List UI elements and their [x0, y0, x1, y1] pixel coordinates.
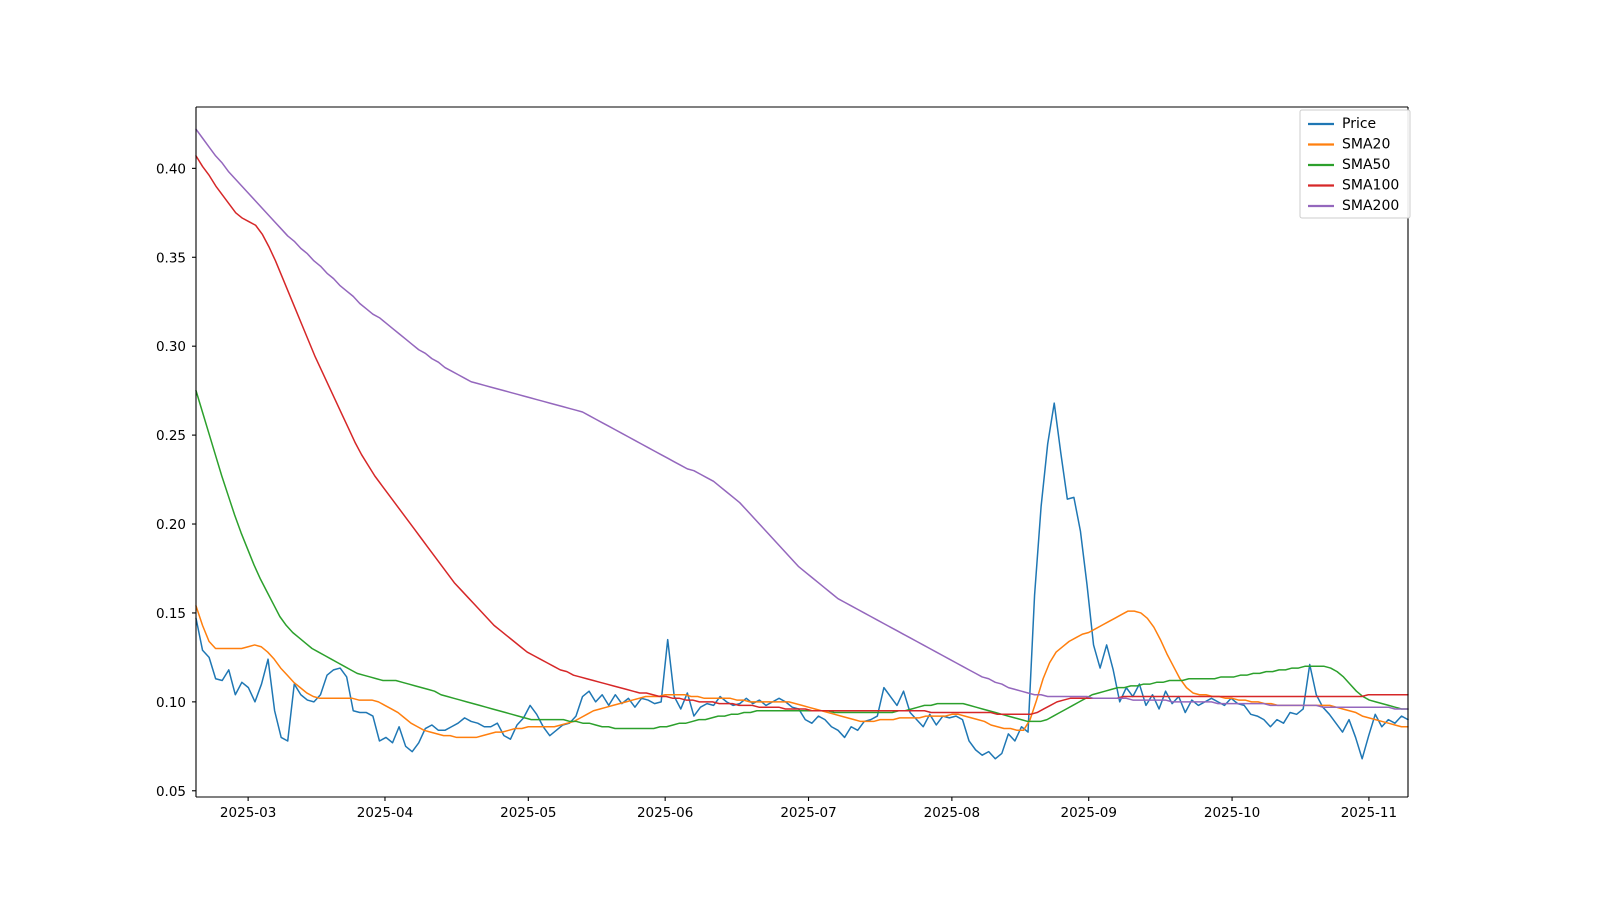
series-line-sma100	[195, 155, 1409, 716]
legend-box	[1299, 109, 1411, 219]
chart-legend[interactable]: Price SMA20 SMA50 SMA100 SMA200	[1299, 109, 1411, 219]
y-tick-label: 0.15	[156, 606, 186, 622]
x-tick-label: 2025-11	[1341, 805, 1397, 821]
series-line-sma50	[195, 389, 1409, 730]
x-axis-ticks: 2025-03 2025-04 2025-05 2025-06 2025-07 2025-…	[220, 797, 1397, 821]
x-tick-label: 2025-03	[220, 805, 276, 821]
y-tick-label: 0.05	[156, 784, 186, 800]
y-tick-label: 0.40	[156, 161, 186, 177]
axes-area: 0.05 0.10 0.15 0.20 0.25 0.30 0.35 0.40 2025-03…	[156, 106, 1411, 821]
legend-label-sma50: SMA50	[1342, 157, 1390, 173]
legend-label-sma20: SMA20	[1342, 137, 1390, 153]
axes-spines	[195, 106, 1409, 798]
legend-label-price: Price	[1342, 116, 1376, 132]
y-tick-label: 0.25	[156, 428, 186, 444]
legend-label-sma200: SMA200	[1342, 198, 1399, 214]
x-tick-label: 2025-09	[1061, 805, 1117, 821]
y-tick-label: 0.10	[156, 695, 186, 711]
x-tick-label: 2025-04	[357, 805, 413, 821]
y-tick-label: 0.35	[156, 250, 186, 266]
y-tick-label: 0.30	[156, 339, 186, 355]
y-tick-label: 0.20	[156, 517, 186, 533]
legend-label-sma100: SMA100	[1342, 178, 1399, 194]
x-tick-label: 2025-05	[500, 805, 556, 821]
series-line-sma200	[195, 128, 1409, 710]
x-tick-label: 2025-08	[924, 805, 980, 821]
x-tick-label: 2025-07	[780, 805, 836, 821]
x-tick-label: 2025-10	[1204, 805, 1260, 821]
series-line-sma20	[195, 605, 1409, 739]
y-axis-ticks: 0.05 0.10 0.15 0.20 0.25 0.30 0.35 0.40	[156, 161, 196, 800]
series-lines	[195, 128, 1409, 760]
x-tick-label: 2025-06	[637, 805, 693, 821]
